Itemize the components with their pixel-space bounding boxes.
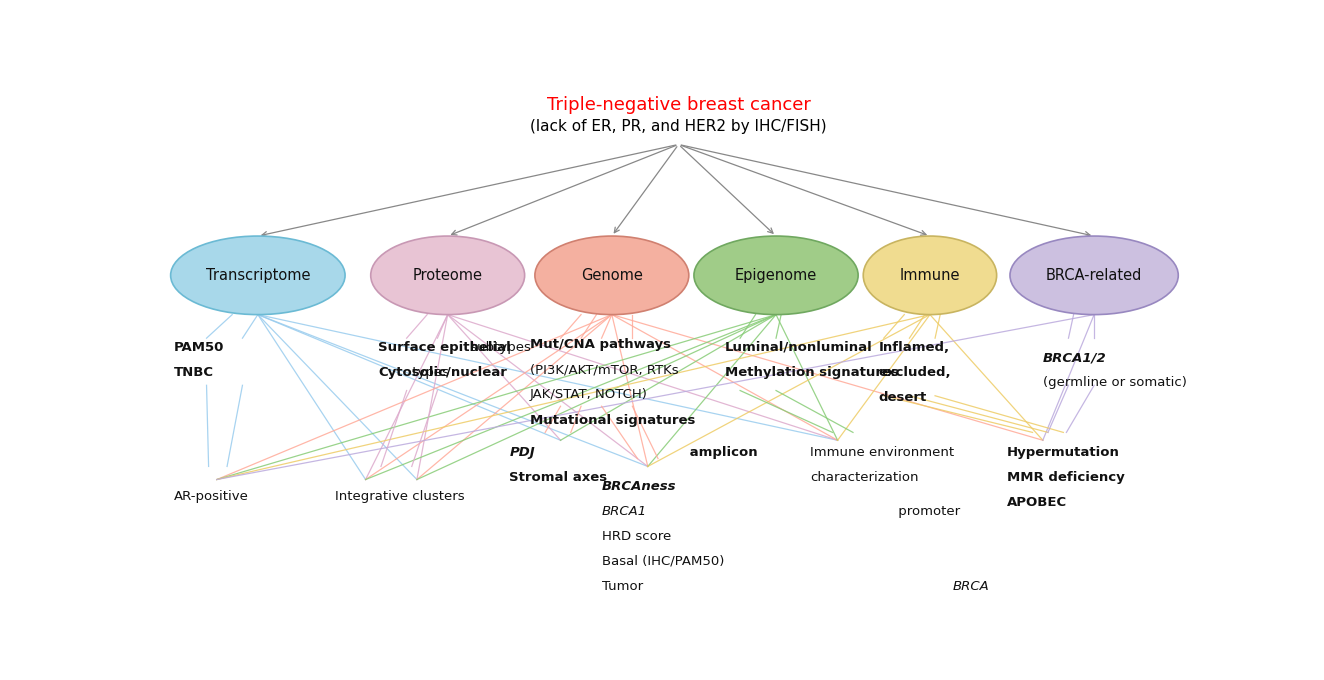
Text: BRCA-related: BRCA-related [1046, 268, 1143, 283]
Text: Hypermutation: Hypermutation [1008, 445, 1120, 458]
Text: types: types [408, 366, 449, 379]
Text: PDJ: PDJ [510, 445, 535, 458]
Text: AR-positive: AR-positive [173, 490, 249, 503]
Ellipse shape [171, 236, 346, 315]
Text: (lack of ER, PR, and HER2 by IHC/FISH): (lack of ER, PR, and HER2 by IHC/FISH) [530, 118, 828, 133]
Text: amplicon: amplicon [685, 445, 757, 458]
Text: promoter: promoter [894, 505, 960, 517]
Ellipse shape [863, 236, 997, 315]
Text: BRCA: BRCA [952, 580, 989, 593]
Text: Genome: Genome [581, 268, 642, 283]
Text: Luminal/nonluminal: Luminal/nonluminal [724, 341, 873, 354]
Ellipse shape [371, 236, 524, 315]
Text: Mut/CNA pathways: Mut/CNA pathways [530, 338, 671, 351]
Text: Tumor: Tumor [601, 580, 647, 593]
Text: Proteome: Proteome [413, 268, 483, 283]
Text: BRCAness: BRCAness [601, 479, 677, 492]
Text: Inflamed,: Inflamed, [879, 341, 949, 354]
Text: subtypes: subtypes [466, 341, 531, 354]
Text: Triple-negative breast cancer: Triple-negative breast cancer [547, 96, 810, 114]
Text: (germline or somatic): (germline or somatic) [1043, 377, 1186, 390]
Text: MMR deficiency: MMR deficiency [1008, 471, 1124, 483]
Text: APOBEC: APOBEC [1008, 496, 1067, 509]
Text: (PI3K/AKT/mTOR, RTKs: (PI3K/AKT/mTOR, RTKs [530, 363, 678, 376]
Text: BRCA1/2: BRCA1/2 [1043, 352, 1107, 364]
Text: HRD score: HRD score [601, 530, 671, 543]
Text: Methylation signatures: Methylation signatures [724, 366, 899, 379]
Text: Integrative clusters: Integrative clusters [335, 490, 465, 503]
Text: PAM50: PAM50 [173, 341, 224, 354]
Text: TNBC: TNBC [173, 366, 213, 379]
Ellipse shape [1010, 236, 1178, 315]
Text: BRCA1: BRCA1 [601, 505, 646, 517]
Text: Surface epithelial: Surface epithelial [377, 341, 511, 354]
Text: Immune: Immune [900, 268, 960, 283]
Text: excluded,: excluded, [879, 366, 951, 379]
Ellipse shape [535, 236, 688, 315]
Text: Transcriptome: Transcriptome [205, 268, 310, 283]
Text: Basal (IHC/PAM50): Basal (IHC/PAM50) [601, 555, 724, 568]
Text: desert: desert [879, 391, 927, 404]
Text: JAK/STAT, NOTCH): JAK/STAT, NOTCH) [530, 388, 647, 401]
Text: Cytosolic/nuclear: Cytosolic/nuclear [377, 366, 507, 379]
Text: Mutational signatures: Mutational signatures [530, 413, 695, 426]
Text: Epigenome: Epigenome [735, 268, 817, 283]
Text: Immune environment: Immune environment [810, 445, 955, 458]
Text: Stromal axes: Stromal axes [510, 471, 608, 483]
Text: characterization: characterization [810, 471, 919, 483]
Ellipse shape [694, 236, 858, 315]
